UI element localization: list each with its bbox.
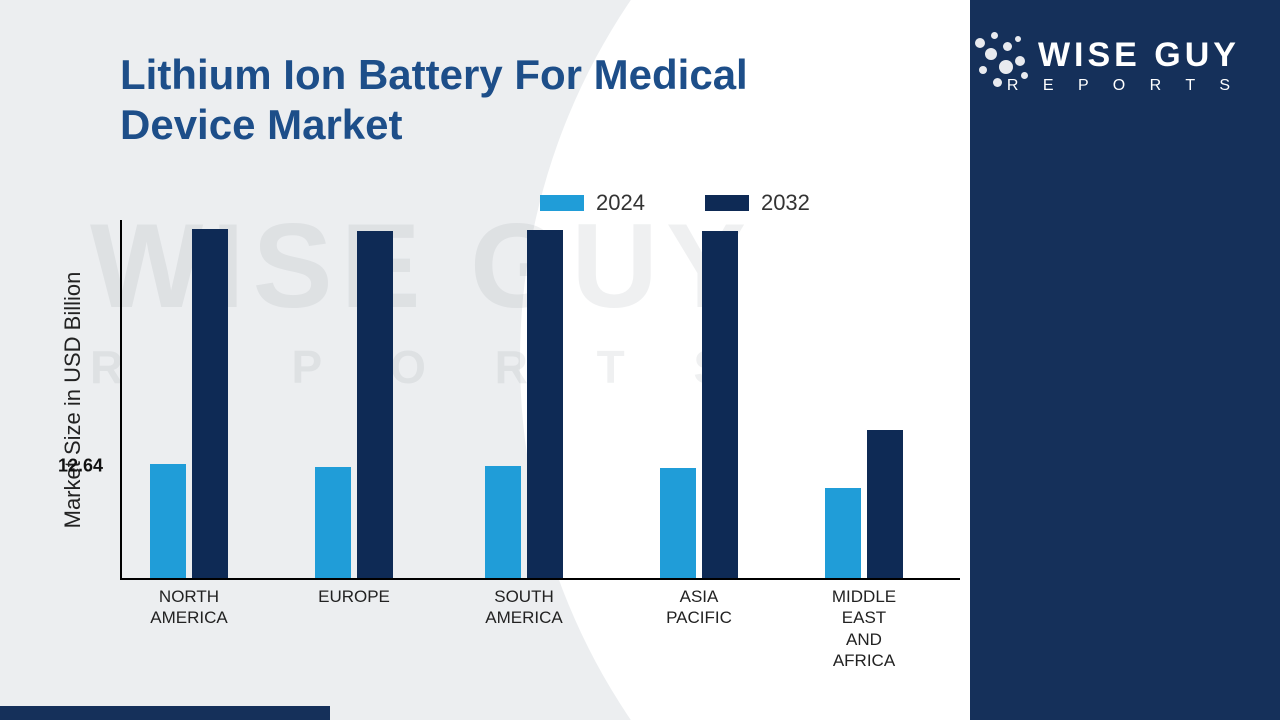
bar bbox=[660, 468, 696, 578]
bar bbox=[485, 466, 521, 578]
category-label: EUROPE bbox=[318, 586, 390, 607]
legend-item-2032: 2032 bbox=[705, 190, 810, 216]
legend: 2024 2032 bbox=[540, 190, 810, 216]
chart-area: 12.64 bbox=[120, 220, 960, 580]
legend-swatch-2024 bbox=[540, 195, 584, 211]
bar-group bbox=[485, 230, 563, 578]
bar bbox=[867, 430, 903, 579]
bar-group bbox=[150, 229, 228, 578]
category-label: ASIA PACIFIC bbox=[666, 586, 732, 629]
legend-swatch-2032 bbox=[705, 195, 749, 211]
category-label: NORTH AMERICA bbox=[150, 586, 227, 629]
chart-title: Lithium Ion Battery For Medical Device M… bbox=[120, 50, 840, 151]
brand-dots-icon bbox=[967, 32, 1037, 102]
bar bbox=[825, 488, 861, 578]
x-axis bbox=[120, 578, 960, 580]
bar bbox=[357, 231, 393, 578]
brand-line2: R E P O R T S bbox=[1007, 78, 1240, 94]
category-label: SOUTH AMERICA bbox=[485, 586, 562, 629]
category-label: MIDDLE EAST AND AFRICA bbox=[832, 586, 896, 671]
stage: WISE GUY R E P O R T S WISE GUY R E P O … bbox=[0, 0, 1280, 720]
brand-line1: WISE GUY bbox=[1007, 38, 1240, 72]
legend-item-2024: 2024 bbox=[540, 190, 645, 216]
y-tick-label: 12.64 bbox=[58, 456, 103, 477]
bar bbox=[527, 230, 563, 578]
bar-group bbox=[315, 231, 393, 578]
bar bbox=[315, 467, 351, 578]
footer-accent bbox=[0, 706, 330, 720]
brand-logo: WISE GUY R E P O R T S bbox=[1007, 38, 1240, 94]
y-axis-label: Market Size in USD Billion bbox=[60, 272, 86, 529]
y-axis bbox=[120, 220, 122, 580]
legend-label-2024: 2024 bbox=[596, 190, 645, 216]
bar bbox=[192, 229, 228, 578]
bar-group bbox=[660, 231, 738, 578]
bar bbox=[702, 231, 738, 578]
side-panel bbox=[970, 0, 1280, 720]
legend-label-2032: 2032 bbox=[761, 190, 810, 216]
bar-group bbox=[825, 430, 903, 579]
bar bbox=[150, 464, 186, 578]
